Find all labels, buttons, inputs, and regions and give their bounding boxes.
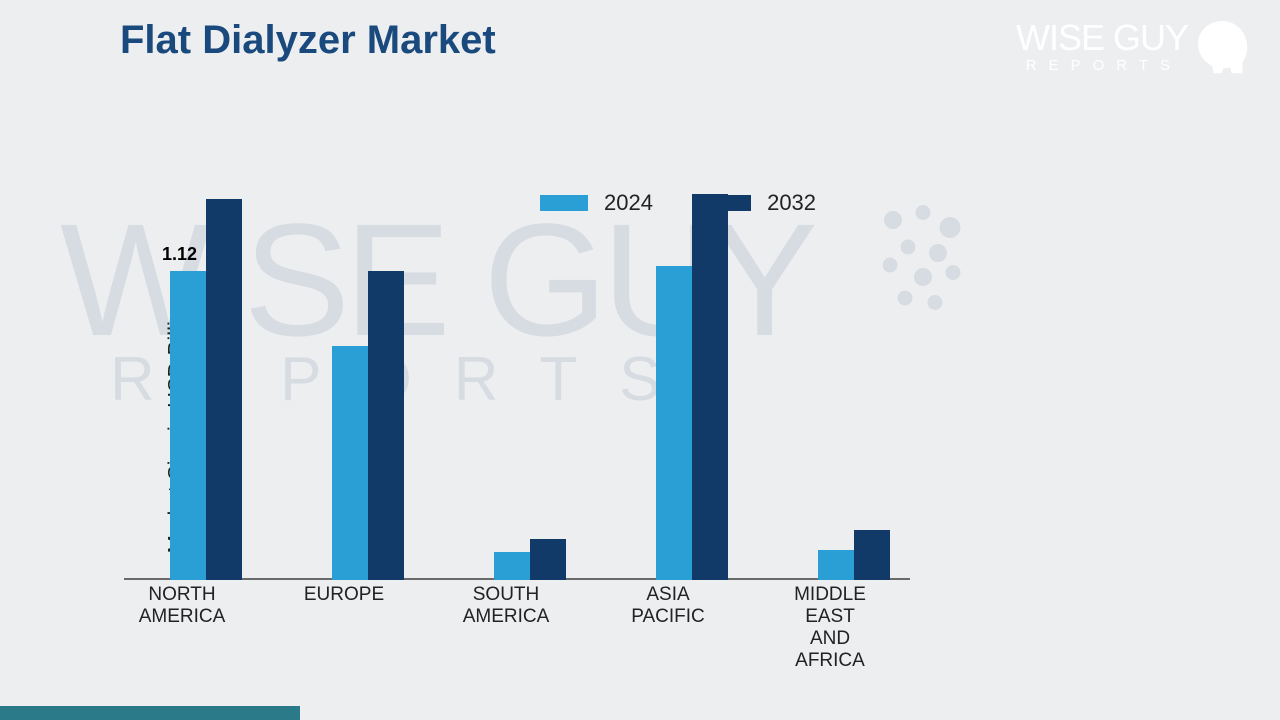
legend-label-1: 2032 bbox=[767, 190, 816, 216]
bar-3-1 bbox=[692, 194, 728, 580]
bar-group-1 bbox=[308, 180, 428, 580]
bar-2-0 bbox=[494, 552, 530, 580]
brand-logo-sub: REPORTS bbox=[1016, 57, 1182, 74]
bar-4-1 bbox=[854, 530, 890, 580]
legend-item-1: 2032 bbox=[703, 190, 816, 216]
brand-head-icon bbox=[1192, 18, 1252, 78]
legend-item-0: 2024 bbox=[540, 190, 653, 216]
chart-legend: 2024 2032 bbox=[540, 190, 860, 217]
legend-label-0: 2024 bbox=[604, 190, 653, 216]
category-label-0: NORTHAMERICA bbox=[117, 584, 247, 628]
brand-logo: WISE GUY REPORTS bbox=[1016, 18, 1252, 78]
category-label-1: EUROPE bbox=[279, 584, 409, 606]
page-canvas: WISE GUY REPORTS Flat Dialyzer Market WI… bbox=[0, 0, 1280, 720]
category-label-3: ASIAPACIFIC bbox=[603, 584, 733, 628]
category-label-2: SOUTHAMERICA bbox=[441, 584, 571, 628]
legend-swatch-1 bbox=[703, 195, 751, 211]
bar-4-0 bbox=[818, 550, 854, 580]
bottom-accent-strip bbox=[0, 706, 300, 720]
chart-plot: 1.12 bbox=[124, 180, 910, 580]
bar-group-0: 1.12 bbox=[146, 180, 266, 580]
bar-group-2 bbox=[470, 180, 590, 580]
bar-2-1 bbox=[530, 539, 566, 580]
category-label-4: MIDDLEEASTANDAFRICA bbox=[765, 584, 895, 671]
brand-logo-main: WISE GUY bbox=[1016, 22, 1188, 54]
legend-swatch-0 bbox=[540, 195, 588, 211]
bar-0-1 bbox=[206, 199, 242, 580]
bar-group-4 bbox=[794, 180, 914, 580]
bar-value-label-0-0: 1.12 bbox=[162, 244, 197, 265]
bar-1-0 bbox=[332, 346, 368, 580]
bar-3-0 bbox=[656, 266, 692, 580]
bar-0-0 bbox=[170, 271, 206, 580]
bar-group-3 bbox=[632, 180, 752, 580]
brand-panel bbox=[960, 0, 1280, 720]
chart-title: Flat Dialyzer Market bbox=[120, 18, 496, 63]
bar-1-1 bbox=[368, 271, 404, 580]
chart-area: Market Size in USD Billion 1.12 NORTHAME… bbox=[100, 180, 910, 670]
